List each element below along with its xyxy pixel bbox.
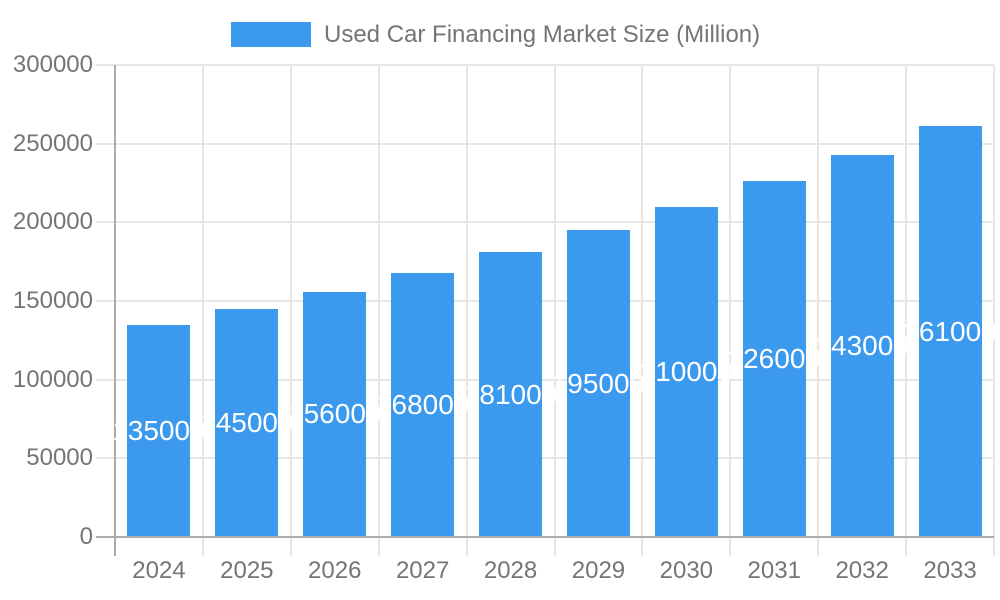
gridline-horizontal: [96, 142, 994, 145]
bar[interactable]: 195000: [552, 230, 645, 536]
x-axis-baseline: [96, 536, 994, 538]
y-axis-label: 100000: [12, 365, 93, 393]
y-axis-label: 300000: [12, 51, 93, 78]
x-axis-label: 2026: [308, 557, 362, 584]
gridline-vertical: [817, 65, 820, 556]
gridline-vertical: [641, 65, 644, 556]
y-axis-label: 200000: [12, 208, 93, 236]
legend-label: Used Car Financing Market Size (Million): [324, 21, 761, 48]
gridline-vertical: [905, 65, 908, 556]
x-axis-label: 2025: [220, 557, 274, 584]
x-axis-label: 2028: [483, 557, 538, 584]
gridline-horizontal: [96, 221, 994, 224]
x-axis-label: 2024: [132, 557, 186, 584]
gridline-horizontal: [96, 300, 994, 302]
y-axis-label: 50000: [26, 444, 93, 472]
bar[interactable]: 210000: [640, 206, 733, 536]
x-axis-label: 2033: [923, 557, 977, 584]
x-axis-label: 2030: [659, 557, 714, 584]
bar[interactable]: 243000: [815, 154, 909, 536]
x-axis-label: 2031: [747, 557, 801, 584]
bar[interactable]: 168000: [376, 272, 469, 536]
y-axis-label: 150000: [12, 287, 93, 314]
gridline-horizontal: [96, 64, 994, 66]
legend-item[interactable]: Used Car Financing Market Size (Million): [231, 22, 760, 47]
bar[interactable]: 226000: [728, 181, 821, 536]
gridline-horizontal: [96, 378, 994, 381]
gridline-vertical: [553, 65, 556, 556]
x-axis-label: 2027: [395, 557, 450, 584]
gridline-vertical: [289, 65, 292, 556]
bar[interactable]: 156000: [288, 291, 381, 536]
x-axis-label: 2032: [835, 557, 889, 584]
gridline-vertical: [729, 65, 732, 556]
bar[interactable]: 145000: [200, 308, 294, 536]
gridline-vertical: [377, 65, 380, 556]
gridline-horizontal: [96, 457, 994, 460]
y-axis-line: [114, 65, 116, 556]
legend-swatch: [231, 22, 311, 47]
bar[interactable]: 135000: [112, 324, 206, 536]
gridline-vertical: [993, 65, 995, 556]
gridline-vertical: [201, 65, 204, 556]
bar[interactable]: 181000: [464, 252, 557, 536]
bar[interactable]: 261000: [903, 126, 997, 536]
x-axis-label: 2029: [571, 557, 626, 584]
y-axis-label: 0: [79, 523, 93, 550]
gridline-vertical: [465, 65, 468, 556]
y-axis-label: 250000: [12, 129, 93, 157]
